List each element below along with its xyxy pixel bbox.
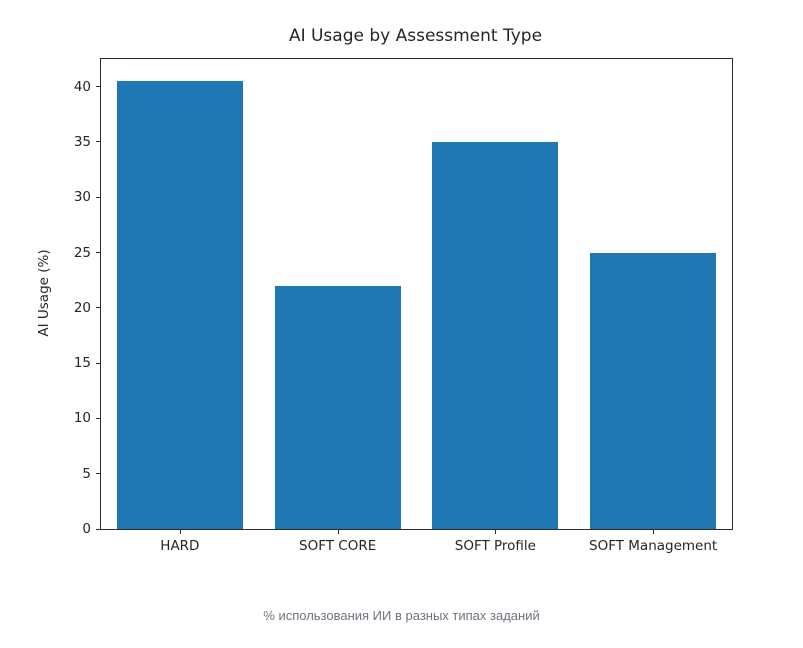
y-tick-label-0: 0 — [82, 521, 91, 537]
x-tick-mark — [495, 529, 497, 534]
y-tick-label-15: 15 — [73, 355, 91, 372]
y-tick-mark — [96, 252, 101, 254]
y-tick-label-20: 20 — [73, 299, 91, 316]
y-tick-mark — [96, 196, 101, 198]
chart-caption: % использования ИИ в разных типах задани… — [263, 608, 540, 623]
y-tick-mark — [96, 528, 101, 530]
y-tick-mark — [96, 417, 101, 419]
x-tick-label-soft-management: SOFT Management — [589, 538, 718, 554]
x-tick-mark — [653, 529, 655, 534]
bar-soft-profile — [432, 141, 559, 529]
y-tick-label-5: 5 — [82, 465, 91, 482]
plot-area: HARD SOFT CORE SOFT Profile SOFT Management… — [74, 58, 733, 554]
y-tick-label-10: 10 — [73, 410, 91, 427]
bar-soft-core — [274, 285, 401, 529]
x-tick-label-soft-profile: SOFT Profile — [454, 538, 536, 554]
y-axis-label: AI Usage (%) — [36, 249, 52, 337]
y-tick-label-40: 40 — [73, 78, 91, 95]
y-tick-mark — [96, 141, 101, 143]
bar-soft-management — [590, 252, 717, 529]
y-tick-mark — [96, 307, 101, 309]
x-tick-mark — [337, 529, 339, 534]
y-tick-mark — [96, 362, 101, 364]
y-tick-mark — [96, 86, 101, 88]
y-tick-label-25: 25 — [73, 244, 91, 261]
x-tick-mark — [179, 529, 181, 534]
y-tick-mark — [96, 473, 101, 475]
y-tick-label-30: 30 — [73, 189, 91, 206]
x-tick-label-hard: HARD — [160, 538, 200, 554]
y-tick-label-35: 35 — [73, 133, 91, 150]
chart-title: AI Usage by Assessment Type — [288, 26, 543, 46]
x-tick-label-soft-core: SOFT CORE — [299, 538, 377, 554]
bar-hard — [116, 81, 243, 529]
